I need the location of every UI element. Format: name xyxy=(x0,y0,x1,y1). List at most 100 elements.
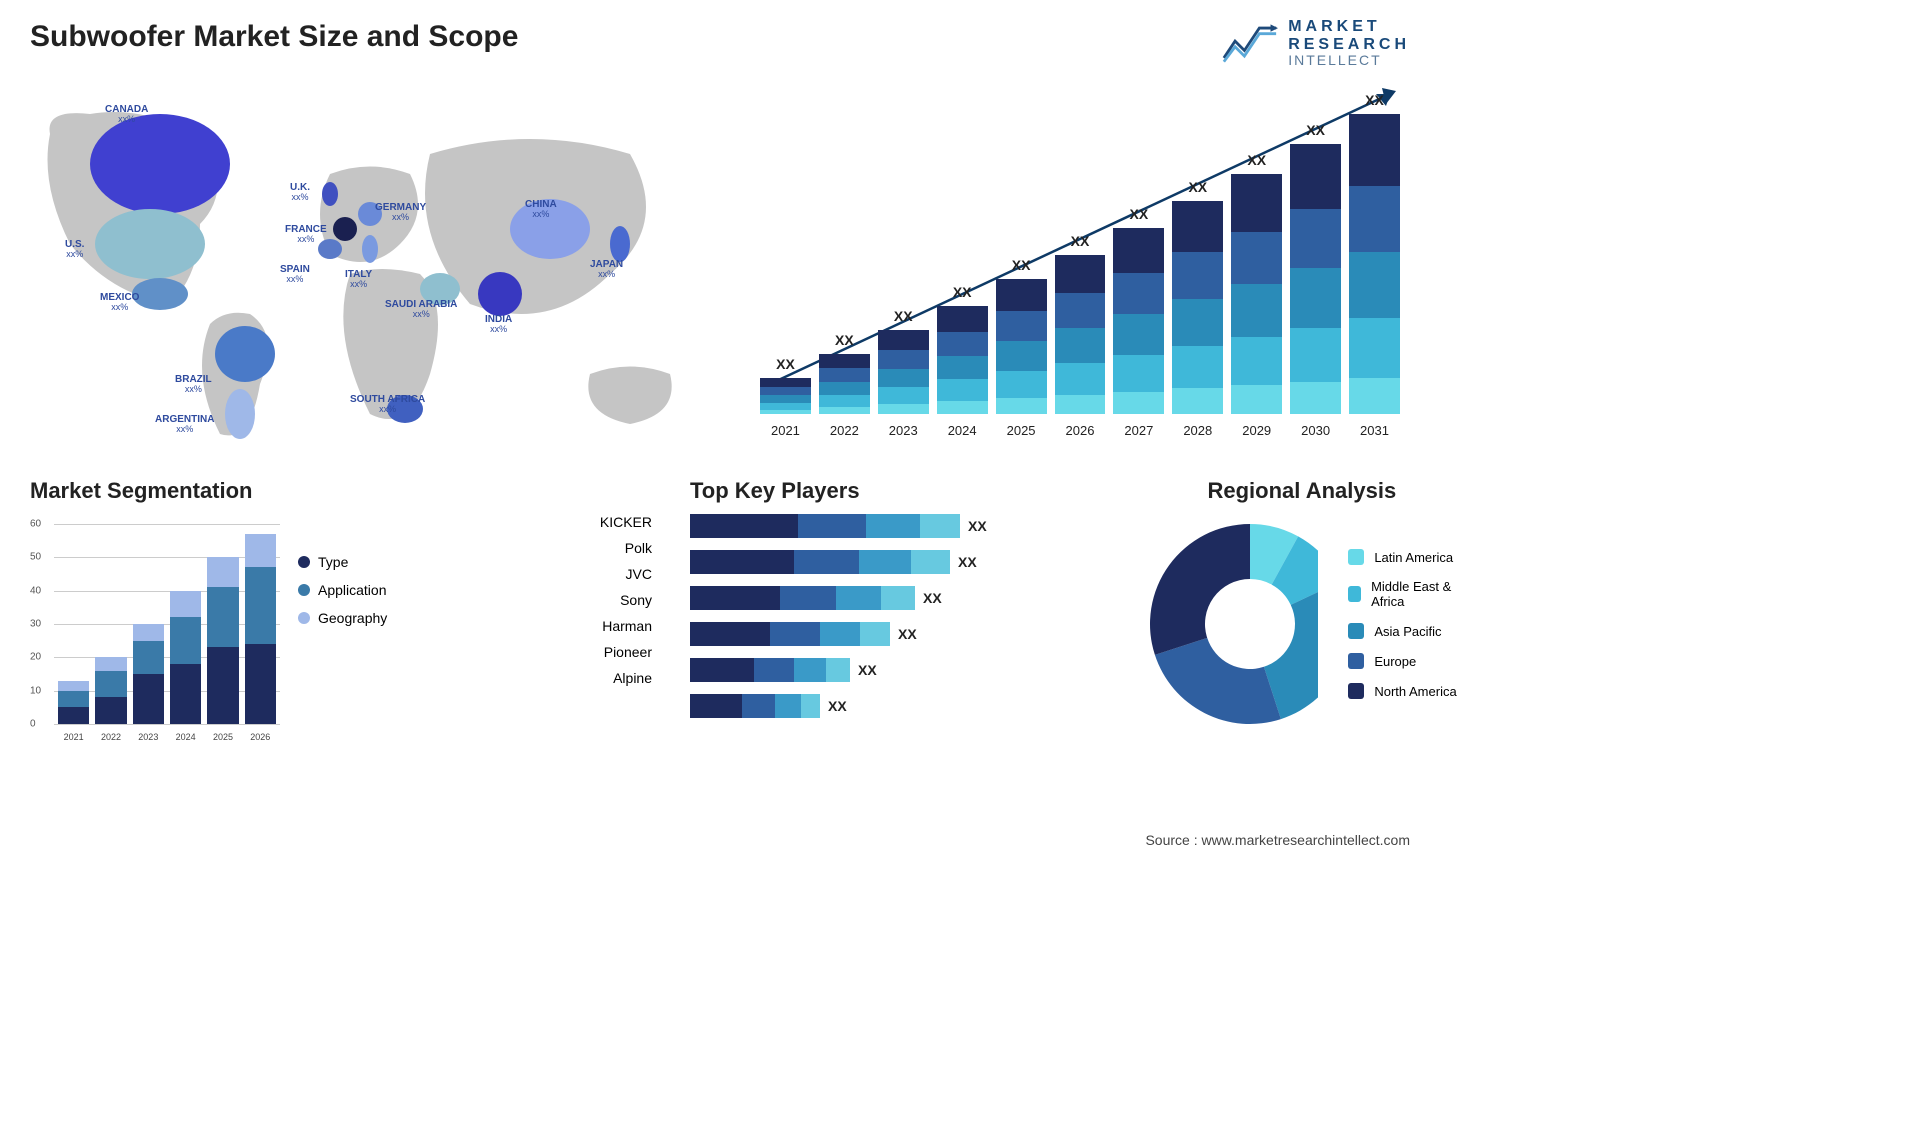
map-country-label: U.K.xx% xyxy=(290,182,310,203)
region-legend-item: Latin America xyxy=(1348,549,1463,565)
key-player-name: JVC xyxy=(580,566,660,582)
key-player-value: XX xyxy=(958,554,977,570)
brand-logo: MARKET RESEARCH INTELLECT xyxy=(1222,18,1410,69)
segmentation-bar xyxy=(133,624,164,724)
key-player-value: XX xyxy=(898,626,917,642)
bar-year-label: 2029 xyxy=(1231,423,1282,438)
key-player-name: Pioneer xyxy=(580,644,660,660)
market-size-bar: XX xyxy=(819,354,870,414)
bar-value-label: XX xyxy=(1113,206,1164,222)
map-country-label: CANADAxx% xyxy=(105,104,148,125)
region-legend-item: North America xyxy=(1348,683,1463,699)
market-size-bar: XX xyxy=(760,378,811,414)
bar-value-label: XX xyxy=(1231,152,1282,168)
seg-legend-item: Application xyxy=(298,582,387,598)
market-size-bar: XX xyxy=(1290,144,1341,414)
seg-year-label: 2021 xyxy=(58,732,89,742)
market-size-bar: XX xyxy=(1349,114,1400,414)
bar-year-label: 2021 xyxy=(760,423,811,438)
key-player-bar-row: XX xyxy=(690,658,1110,682)
logo-text-1: MARKET xyxy=(1288,18,1410,36)
seg-y-tick: 60 xyxy=(30,519,41,530)
segmentation-bar xyxy=(95,657,126,724)
map-country-label: ITALYxx% xyxy=(345,269,372,290)
bar-value-label: XX xyxy=(1349,92,1400,108)
bar-year-label: 2022 xyxy=(819,423,870,438)
market-size-bar: XX xyxy=(878,330,929,414)
market-size-bar: XX xyxy=(1055,255,1106,414)
segmentation-bar xyxy=(170,591,201,724)
key-players-panel: Top Key Players XX XX XX XX XX XX xyxy=(690,478,1110,744)
key-player-value: XX xyxy=(923,590,942,606)
bar-year-label: 2025 xyxy=(996,423,1047,438)
region-legend-item: Europe xyxy=(1348,653,1463,669)
map-country-label: ARGENTINAxx% xyxy=(155,414,214,435)
key-player-bar-row: XX xyxy=(690,514,1110,538)
key-players-names-list: KICKERPolkJVCSonyHarmanPioneerAlpine xyxy=(580,514,660,744)
regional-panel: Regional Analysis Latin America Middle Ea… xyxy=(1140,478,1464,744)
legend-swatch-icon xyxy=(298,612,310,624)
key-player-name: Polk xyxy=(580,540,660,556)
key-player-name: Harman xyxy=(580,618,660,634)
market-size-bar: XX xyxy=(1172,201,1223,414)
bar-year-label: 2026 xyxy=(1055,423,1106,438)
bar-year-label: 2024 xyxy=(937,423,988,438)
key-player-value: XX xyxy=(968,518,987,534)
bar-year-label: 2031 xyxy=(1349,423,1400,438)
key-players-title: Top Key Players xyxy=(690,478,1110,504)
seg-year-label: 2024 xyxy=(170,732,201,742)
regional-title: Regional Analysis xyxy=(1140,478,1464,504)
map-country-label: SPAINxx% xyxy=(280,264,310,285)
seg-year-label: 2022 xyxy=(95,732,126,742)
logo-text-3: INTELLECT xyxy=(1288,53,1410,68)
segmentation-bar xyxy=(245,534,276,724)
seg-y-tick: 10 xyxy=(30,685,41,696)
legend-swatch-icon xyxy=(1348,623,1364,639)
segmentation-bar xyxy=(207,557,238,724)
market-size-bar: XX xyxy=(996,279,1047,414)
market-size-bar: XX xyxy=(937,306,988,414)
bar-value-label: XX xyxy=(1290,122,1341,138)
seg-y-tick: 20 xyxy=(30,652,41,663)
key-player-value: XX xyxy=(828,698,847,714)
region-legend-label: Asia Pacific xyxy=(1374,624,1441,639)
bar-year-label: 2027 xyxy=(1113,423,1164,438)
bar-value-label: XX xyxy=(996,257,1047,273)
seg-y-tick: 50 xyxy=(30,552,41,563)
page-title: Subwoofer Market Size and Scope xyxy=(30,20,1410,54)
map-country-label: SOUTH AFRICAxx% xyxy=(350,394,425,415)
map-country-label: FRANCExx% xyxy=(285,224,327,245)
key-player-name: Sony xyxy=(580,592,660,608)
source-note: Source : www.marketresearchintellect.com xyxy=(1145,832,1410,848)
bar-year-label: 2028 xyxy=(1172,423,1223,438)
map-country-label: U.S.xx% xyxy=(65,239,84,260)
seg-legend-label: Application xyxy=(318,582,387,598)
seg-legend-label: Geography xyxy=(318,610,387,626)
bar-value-label: XX xyxy=(937,284,988,300)
legend-swatch-icon xyxy=(1348,653,1364,669)
seg-legend-label: Type xyxy=(318,554,348,570)
map-country-label: BRAZILxx% xyxy=(175,374,212,395)
map-country-label: INDIAxx% xyxy=(485,314,512,335)
bar-value-label: XX xyxy=(760,356,811,372)
key-player-bar-row: XX xyxy=(690,694,1110,718)
market-size-bar: XX xyxy=(1113,228,1164,414)
seg-year-label: 2023 xyxy=(133,732,164,742)
seg-year-label: 2026 xyxy=(245,732,276,742)
logo-text-2: RESEARCH xyxy=(1288,36,1410,54)
seg-legend-item: Type xyxy=(298,554,387,570)
bar-year-label: 2030 xyxy=(1290,423,1341,438)
region-legend-item: Asia Pacific xyxy=(1348,623,1463,639)
seg-y-tick: 30 xyxy=(30,619,41,630)
world-map-panel: CANADAxx%U.S.xx%MEXICOxx%BRAZILxx%ARGENT… xyxy=(30,74,710,454)
legend-swatch-icon xyxy=(1348,683,1364,699)
legend-swatch-icon xyxy=(1348,586,1361,602)
bar-value-label: XX xyxy=(1172,179,1223,195)
key-player-name: KICKER xyxy=(580,514,660,530)
region-legend-label: Latin America xyxy=(1374,550,1453,565)
region-legend-item: Middle East & Africa xyxy=(1348,579,1463,609)
bar-value-label: XX xyxy=(878,308,929,324)
bar-value-label: XX xyxy=(819,332,870,348)
key-player-value: XX xyxy=(858,662,877,678)
market-size-bar-panel: XXXXXXXXXXXXXXXXXXXXXX 20212022202320242… xyxy=(750,74,1410,454)
